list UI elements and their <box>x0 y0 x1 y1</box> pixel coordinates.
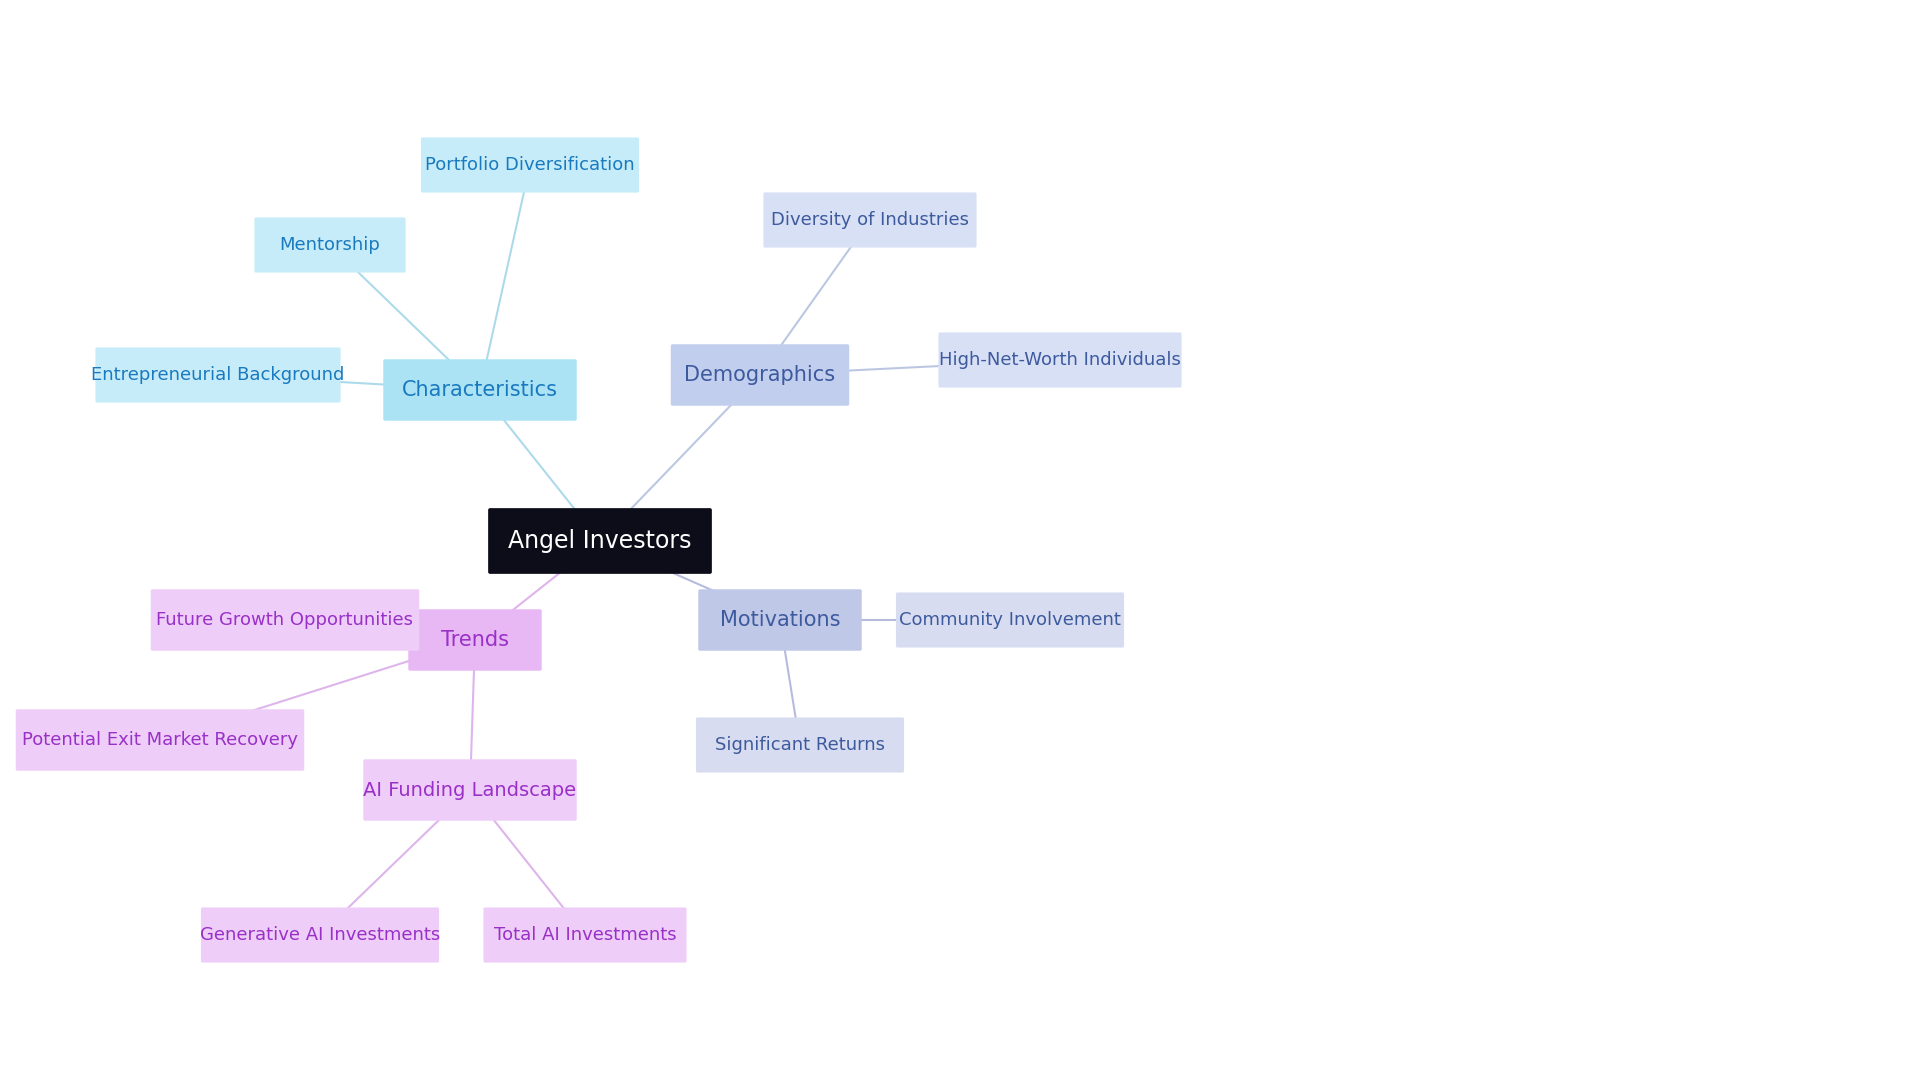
Text: Mentorship: Mentorship <box>280 236 380 255</box>
Text: Total AI Investments: Total AI Investments <box>493 926 676 944</box>
Text: Diversity of Industries: Diversity of Industries <box>772 211 970 229</box>
Text: Trends: Trends <box>442 630 509 650</box>
Text: Motivations: Motivations <box>720 610 841 630</box>
Text: AI Funding Landscape: AI Funding Landscape <box>363 781 576 799</box>
FancyBboxPatch shape <box>484 908 687 963</box>
FancyBboxPatch shape <box>202 908 440 963</box>
FancyBboxPatch shape <box>764 193 977 248</box>
Text: Entrepreneurial Background: Entrepreneurial Background <box>92 366 346 384</box>
FancyBboxPatch shape <box>420 138 639 193</box>
FancyBboxPatch shape <box>695 717 904 772</box>
Text: Generative AI Investments: Generative AI Investments <box>200 926 440 944</box>
Text: Significant Returns: Significant Returns <box>714 736 885 754</box>
Text: High-Net-Worth Individuals: High-Net-Worth Individuals <box>939 351 1181 369</box>
FancyBboxPatch shape <box>255 218 405 273</box>
Text: Community Involvement: Community Involvement <box>899 611 1121 629</box>
Text: Characteristics: Characteristics <box>401 380 559 400</box>
Text: Portfolio Diversification: Portfolio Diversification <box>424 156 636 174</box>
Text: Demographics: Demographics <box>684 365 835 384</box>
FancyBboxPatch shape <box>384 360 576 420</box>
FancyBboxPatch shape <box>699 589 862 651</box>
FancyBboxPatch shape <box>897 592 1123 648</box>
FancyBboxPatch shape <box>939 332 1181 388</box>
FancyBboxPatch shape <box>152 589 419 651</box>
FancyBboxPatch shape <box>670 344 849 406</box>
FancyBboxPatch shape <box>363 759 576 821</box>
FancyBboxPatch shape <box>96 348 340 403</box>
FancyBboxPatch shape <box>409 610 541 670</box>
Text: Angel Investors: Angel Investors <box>509 529 691 553</box>
FancyBboxPatch shape <box>15 709 303 771</box>
Text: Potential Exit Market Recovery: Potential Exit Market Recovery <box>21 731 298 749</box>
Text: Future Growth Opportunities: Future Growth Opportunities <box>157 611 413 629</box>
FancyBboxPatch shape <box>488 508 712 574</box>
